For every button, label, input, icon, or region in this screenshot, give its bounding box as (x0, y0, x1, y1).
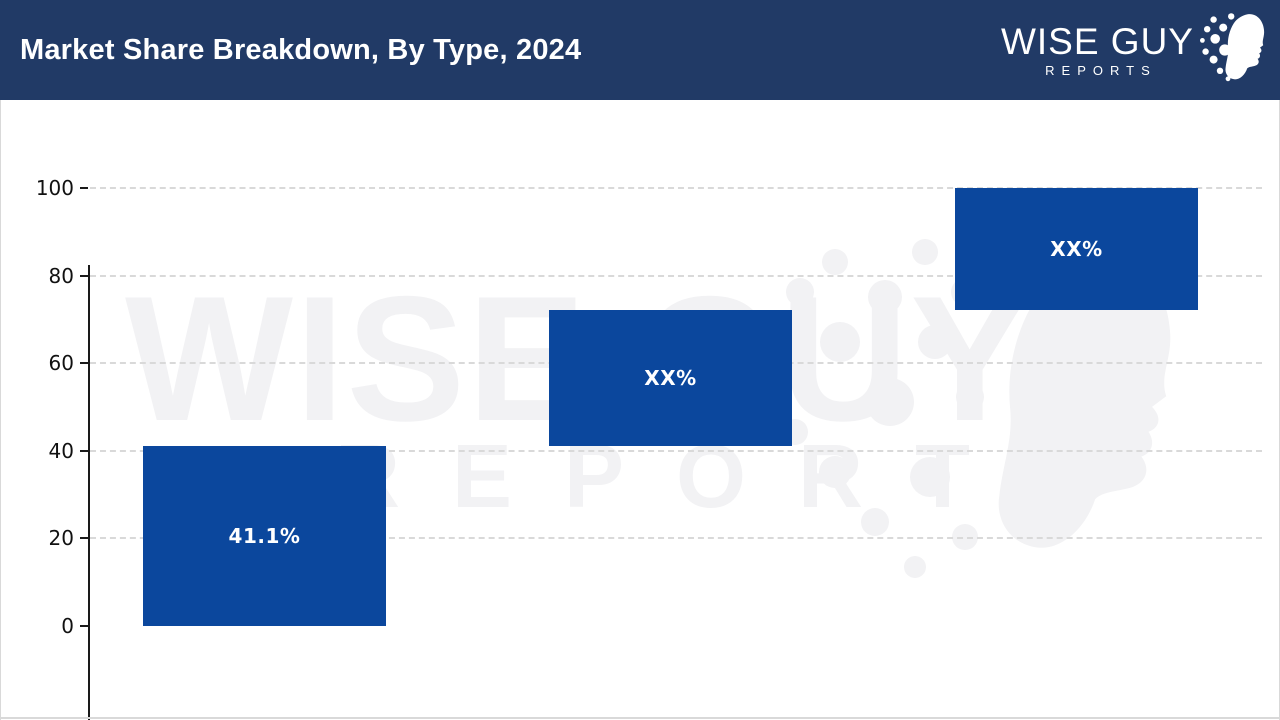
logo-subtitle: REPORTS (1045, 62, 1157, 78)
gridline-80 (90, 274, 1262, 277)
bar-value-label: XX% (1050, 236, 1103, 261)
header-bar: Market Share Breakdown, By Type, 2024 WI… (0, 0, 1280, 100)
y-tick-label: 80 (48, 263, 74, 288)
watermark-head-icon (740, 222, 1185, 611)
y-tick-mark-40 (80, 449, 88, 452)
y-tick-label: 20 (48, 526, 74, 551)
logo: WISE GUY REPORTS (1001, 0, 1268, 100)
logo-wordmark: WISE GUY (1000, 20, 1194, 62)
y-tick-mark-20 (80, 537, 88, 540)
gridline-40 (90, 449, 1262, 452)
bar-segment: XX% (955, 188, 1198, 310)
bar-segment: 41.1% (143, 445, 386, 626)
y-tick-mark-60 (80, 362, 88, 365)
bar-segment: XX% (549, 309, 792, 446)
y-tick-label: 0 (61, 614, 74, 638)
page-title: Market Share Breakdown, By Type, 2024 (20, 33, 582, 66)
y-tick-label: 60 (48, 351, 74, 376)
y-tick-label: 40 (48, 438, 74, 463)
watermark-subtitle: REPORTS (335, 427, 1135, 527)
bar-value-label: XX% (644, 365, 697, 390)
gridline-100 (90, 187, 1262, 189)
y-tick-mark-100 (80, 187, 88, 189)
logo-text: WISE GUY REPORTS (1001, 23, 1194, 78)
y-tick-mark-0 (80, 625, 88, 627)
bottom-border-line (0, 717, 1280, 719)
y-axis-line (88, 265, 90, 720)
logo-head-icon (1196, 2, 1268, 98)
left-border-line (0, 100, 1, 720)
gridline-20 (90, 537, 1262, 540)
y-tick-label: 100 (35, 176, 74, 200)
bar-value-label: 41.1% (228, 523, 301, 548)
y-tick-mark-80 (80, 274, 88, 277)
